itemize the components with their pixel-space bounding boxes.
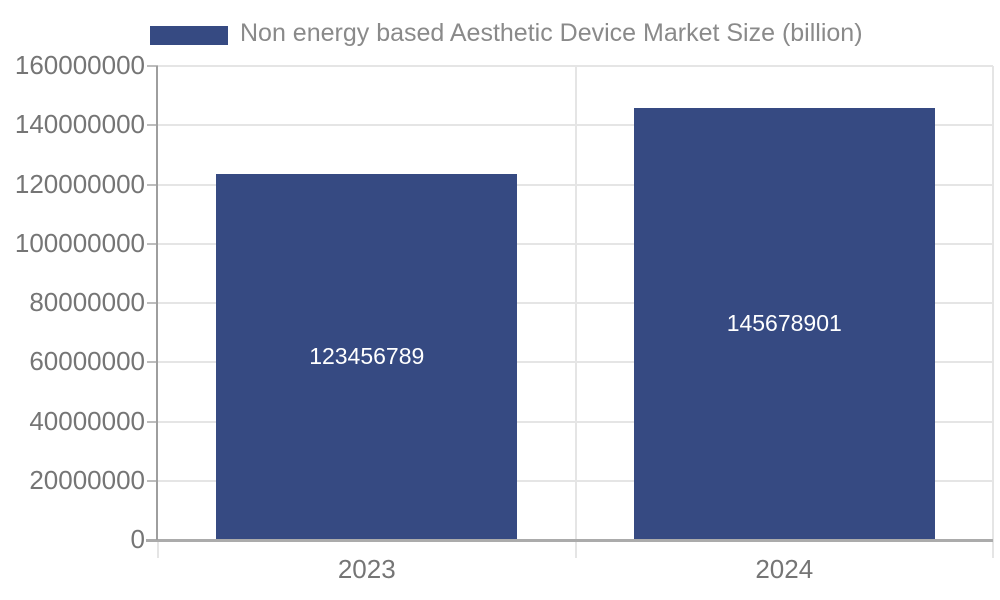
y-tick-mark <box>147 420 158 423</box>
x-tick-mark <box>992 540 994 558</box>
bar-value-label: 123456789 <box>309 343 425 370</box>
y-tick-mark <box>147 479 158 482</box>
y-tick-label: 40000000 <box>29 405 145 436</box>
bar[interactable] <box>633 108 935 540</box>
y-tick-label: 160000000 <box>14 50 145 80</box>
gridline-vertical <box>574 66 577 540</box>
y-tick-label: 0 <box>130 524 145 554</box>
y-tick-mark <box>147 242 158 245</box>
x-tick-mark <box>574 540 577 558</box>
gridline-vertical <box>992 66 994 540</box>
y-tick-label: 80000000 <box>29 287 145 317</box>
y-tick-label: 120000000 <box>14 168 145 199</box>
bar-value-label: 145678901 <box>726 310 842 337</box>
y-axis-line <box>156 66 158 540</box>
y-tick-mark <box>147 124 158 127</box>
legend-swatch <box>150 26 228 45</box>
legend-label: Non energy based Aesthetic Device Market… <box>240 19 863 47</box>
y-tick-mark <box>147 65 158 67</box>
bar[interactable] <box>216 174 518 540</box>
y-tick-label: 100000000 <box>14 227 145 258</box>
y-tick-mark <box>147 183 158 186</box>
x-axis-line <box>146 539 993 542</box>
x-tick-label: 2023 <box>337 554 396 584</box>
y-tick-mark <box>147 361 158 364</box>
y-tick-label: 60000000 <box>29 346 145 377</box>
y-tick-label: 140000000 <box>14 109 145 140</box>
x-tick-mark <box>157 540 159 558</box>
y-tick-mark <box>147 302 158 304</box>
y-tick-label: 20000000 <box>29 464 145 495</box>
x-tick-label: 2024 <box>755 554 814 584</box>
